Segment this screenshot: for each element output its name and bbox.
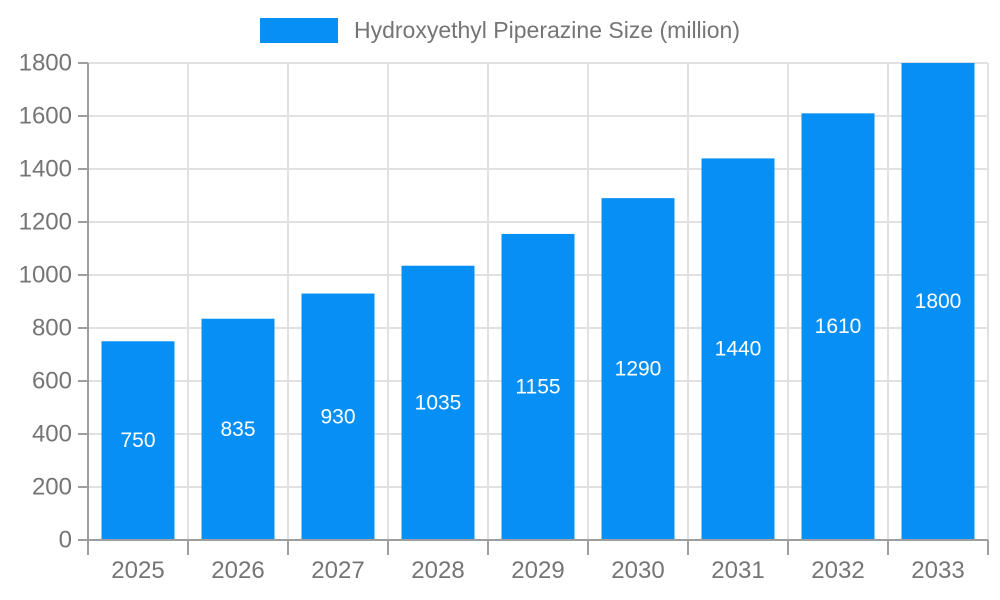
bar-2028[interactable] — [401, 265, 475, 540]
y-tick-label: 1800 — [19, 50, 72, 77]
bar-value-label: 750 — [120, 429, 155, 452]
bar-value-label: 1035 — [415, 391, 462, 414]
bar-value-label: 930 — [320, 405, 355, 428]
y-tick-label: 600 — [32, 368, 72, 395]
bar-2027[interactable] — [301, 293, 375, 540]
legend[interactable]: Hydroxyethyl Piperazine Size (million) — [0, 16, 1000, 44]
bar-value-label: 1610 — [815, 315, 862, 338]
y-tick-label: 0 — [59, 527, 72, 554]
y-tick-label: 200 — [32, 474, 72, 501]
y-tick-label: 1200 — [19, 209, 72, 236]
bar-value-label: 1290 — [615, 358, 662, 381]
y-tick-label: 1600 — [19, 103, 72, 130]
legend-swatch — [259, 17, 338, 43]
x-tick-label: 2027 — [311, 557, 364, 584]
bar-value-label: 1155 — [515, 375, 560, 398]
x-tick-label: 2028 — [411, 557, 464, 584]
bar-value-label: 1800 — [915, 290, 962, 313]
bar-2026[interactable] — [201, 318, 275, 540]
bar-value-label: 1440 — [715, 338, 762, 361]
bar-value-label: 835 — [220, 418, 255, 441]
x-tick-label: 2032 — [811, 557, 864, 584]
bar-2033[interactable] — [901, 63, 975, 540]
bar-2029[interactable] — [501, 233, 575, 541]
x-tick-label: 2031 — [711, 557, 764, 584]
bar-2025[interactable] — [101, 341, 175, 540]
y-tick-label: 1400 — [19, 156, 72, 183]
bar-2031[interactable] — [701, 158, 775, 540]
y-tick-label: 1000 — [19, 262, 72, 289]
x-tick-label: 2025 — [111, 557, 164, 584]
y-tick-label: 400 — [32, 421, 72, 448]
x-tick-label: 2033 — [911, 557, 964, 584]
bar-2032[interactable] — [801, 113, 875, 540]
x-tick-label: 2029 — [511, 557, 564, 584]
x-tick-label: 2030 — [611, 557, 664, 584]
bar-2030[interactable] — [601, 198, 675, 540]
x-tick-label: 2026 — [211, 557, 264, 584]
y-tick-label: 800 — [32, 315, 72, 342]
legend-label: Hydroxyethyl Piperazine Size (million) — [353, 16, 741, 43]
